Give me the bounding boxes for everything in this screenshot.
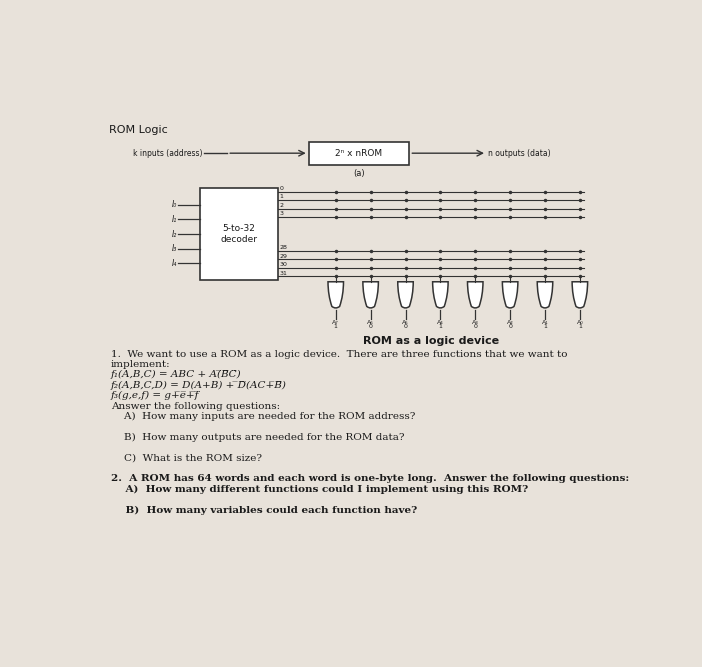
Text: I₀: I₀	[171, 200, 177, 209]
Bar	[309, 141, 409, 165]
Text: 0: 0	[369, 324, 373, 329]
Text: f₁(A,B,C) = ABC + A(̅B̅C̅): f₁(A,B,C) = ABC + A(̅B̅C̅)	[111, 370, 241, 380]
Text: A₀: A₀	[576, 319, 583, 325]
Text: k inputs (address): k inputs (address)	[133, 149, 202, 157]
Text: A₆: A₆	[367, 319, 374, 325]
Text: A)  How many different functions could I implement using this ROM?: A) How many different functions could I …	[111, 485, 528, 494]
Text: A₃: A₃	[472, 319, 479, 325]
Text: f₃(g,e,f) = g+̅e̅+̅f̅: f₃(g,e,f) = g+̅e̅+̅f̅	[111, 391, 199, 400]
PathPatch shape	[363, 281, 378, 308]
Text: 31: 31	[279, 271, 287, 275]
Text: ROM Logic: ROM Logic	[110, 125, 168, 135]
Text: 1: 1	[543, 324, 547, 329]
Text: 1: 1	[279, 194, 283, 199]
Text: 2.  A ROM has 64 words and each word is one-byte long.  Answer the following que: 2. A ROM has 64 words and each word is o…	[111, 474, 629, 484]
Text: I₁: I₁	[171, 215, 177, 224]
PathPatch shape	[468, 281, 483, 308]
Text: 28: 28	[279, 245, 287, 250]
Text: 29: 29	[279, 253, 287, 259]
Text: A₄: A₄	[437, 319, 444, 325]
Text: 1: 1	[578, 324, 582, 329]
Text: A₅: A₅	[402, 319, 409, 325]
Text: 2: 2	[279, 203, 283, 208]
Text: A₁: A₁	[542, 319, 548, 325]
Text: 0: 0	[508, 324, 512, 329]
Text: 0: 0	[279, 186, 283, 191]
PathPatch shape	[503, 281, 518, 308]
Text: I₃: I₃	[171, 244, 177, 253]
Text: A₂: A₂	[507, 319, 513, 325]
PathPatch shape	[328, 281, 343, 308]
PathPatch shape	[432, 281, 448, 308]
Text: f₂(A,B,C,D) = D(A+B) + ̅D̅(AC+̅B̅): f₂(A,B,C,D) = D(A+B) + ̅D̅(AC+̅B̅)	[111, 381, 287, 390]
Text: n outputs (data): n outputs (data)	[489, 149, 551, 157]
PathPatch shape	[537, 281, 552, 308]
Text: C)  What is the ROM size?: C) What is the ROM size?	[111, 454, 262, 462]
Text: B)  How many outputs are needed for the ROM data?: B) How many outputs are needed for the R…	[111, 433, 404, 442]
Text: Answer the following questions:: Answer the following questions:	[111, 402, 280, 410]
Text: ROM as a logic device: ROM as a logic device	[363, 336, 498, 346]
Text: (a): (a)	[353, 169, 365, 177]
Text: 5-to-32
decoder: 5-to-32 decoder	[220, 223, 258, 244]
PathPatch shape	[572, 281, 588, 308]
Text: I₂: I₂	[171, 229, 177, 239]
Text: A₇: A₇	[332, 319, 339, 325]
PathPatch shape	[398, 281, 413, 308]
Text: 0: 0	[473, 324, 477, 329]
Text: 1: 1	[334, 324, 338, 329]
Text: 3: 3	[279, 211, 283, 216]
Text: 30: 30	[279, 262, 287, 267]
Text: B)  How many variables could each function have?: B) How many variables could each functio…	[111, 506, 417, 514]
Text: I₄: I₄	[171, 259, 177, 267]
Text: 2ⁿ x nROM: 2ⁿ x nROM	[336, 149, 383, 157]
Text: 1.  We want to use a ROM as a logic device.  There are three functions that we w: 1. We want to use a ROM as a logic devic…	[111, 350, 567, 359]
Text: 1: 1	[439, 324, 442, 329]
Bar	[200, 188, 277, 280]
Text: implement:: implement:	[111, 360, 171, 369]
Text: A)  How many inputs are needed for the ROM address?: A) How many inputs are needed for the RO…	[111, 412, 416, 421]
Text: 0: 0	[404, 324, 407, 329]
